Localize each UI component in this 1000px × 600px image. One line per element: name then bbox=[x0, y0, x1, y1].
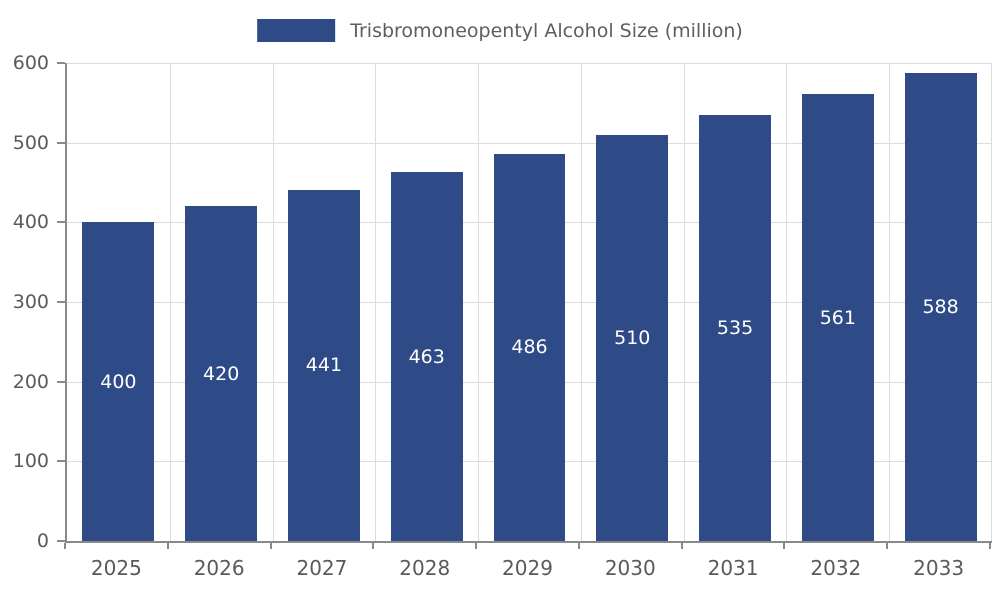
bar-value-label: 561 bbox=[819, 306, 856, 329]
y-tick-mark bbox=[57, 141, 65, 144]
gridline-vertical bbox=[786, 63, 788, 541]
bar-2026: 420 bbox=[185, 206, 258, 541]
x-tick-label-2033: 2033 bbox=[913, 556, 965, 580]
x-tick-mark bbox=[475, 543, 478, 549]
y-tick-label: 500 bbox=[12, 131, 49, 154]
y-tick-mark bbox=[57, 301, 65, 303]
bar-2025: 400 bbox=[82, 222, 155, 541]
plot-area: 400 420 441 463 486 510 535 561 588 bbox=[65, 63, 992, 543]
x-tick-mark bbox=[783, 543, 786, 549]
bar-value-label: 441 bbox=[305, 354, 343, 377]
y-tick-mark bbox=[57, 380, 65, 383]
x-tick-label-2027: 2027 bbox=[296, 556, 348, 580]
bar-2028: 463 bbox=[390, 172, 463, 541]
y-tick-label: 400 bbox=[12, 211, 49, 234]
bar-2032: 561 bbox=[801, 94, 874, 541]
x-axis: 2025 2026 2027 2028 2029 2030 2031 2032 2033 bbox=[64, 541, 991, 600]
x-tick-label-2031: 2031 bbox=[707, 556, 759, 580]
x-tick-mark bbox=[680, 543, 683, 549]
legend-item[interactable]: Trisbromoneopentyl Alcohol Size (million… bbox=[257, 19, 743, 42]
x-tick-label-2032: 2032 bbox=[810, 556, 862, 580]
y-tick-label: 600 bbox=[12, 52, 49, 74]
bar-2030: 510 bbox=[596, 134, 669, 541]
gridline-vertical bbox=[889, 63, 891, 541]
gridline-vertical bbox=[272, 63, 274, 541]
gridline-horizontal bbox=[67, 142, 992, 144]
y-tick-label: 0 bbox=[36, 530, 49, 552]
y-tick-label: 300 bbox=[12, 291, 49, 313]
bar-value-label: 535 bbox=[716, 316, 754, 339]
gridline-vertical bbox=[683, 63, 685, 541]
bar-2029: 486 bbox=[493, 153, 566, 541]
bar-value-label: 510 bbox=[614, 326, 651, 349]
x-tick-mark bbox=[577, 543, 580, 549]
gridline-horizontal bbox=[67, 63, 992, 64]
legend-swatch bbox=[257, 19, 336, 42]
bar-value-label: 588 bbox=[922, 295, 959, 318]
x-tick-label-2026: 2026 bbox=[193, 556, 245, 580]
y-tick-mark bbox=[57, 221, 65, 224]
x-tick-mark bbox=[64, 543, 66, 549]
gridline-vertical bbox=[478, 63, 480, 541]
y-tick-mark bbox=[57, 62, 65, 64]
bar-value-label: 420 bbox=[203, 362, 240, 385]
gridline-vertical bbox=[580, 63, 582, 541]
x-tick-mark bbox=[269, 543, 272, 549]
x-tick-mark bbox=[886, 543, 889, 549]
gridline-vertical bbox=[169, 63, 171, 541]
x-tick-label-2030: 2030 bbox=[604, 556, 656, 580]
y-tick-mark bbox=[57, 460, 65, 463]
bar-value-label: 486 bbox=[511, 336, 548, 359]
bar-2033: 588 bbox=[904, 72, 977, 541]
bar-2031: 535 bbox=[699, 114, 772, 541]
x-tick-mark bbox=[989, 543, 991, 549]
legend-label: Trisbromoneopentyl Alcohol Size (million… bbox=[350, 19, 743, 42]
y-tick-label: 200 bbox=[12, 370, 49, 393]
bar-2027: 441 bbox=[287, 189, 360, 541]
bar-value-label: 463 bbox=[408, 345, 445, 368]
x-tick-mark bbox=[372, 543, 375, 549]
x-tick-mark bbox=[166, 543, 169, 549]
gridline-vertical bbox=[991, 63, 992, 541]
x-tick-label-2029: 2029 bbox=[502, 556, 553, 580]
x-tick-label-2028: 2028 bbox=[399, 556, 451, 580]
bar-value-label: 400 bbox=[100, 370, 137, 393]
y-tick-label: 100 bbox=[12, 450, 49, 473]
y-tick-mark bbox=[57, 540, 65, 542]
x-tick-label-2025: 2025 bbox=[90, 556, 142, 580]
gridline-vertical bbox=[375, 63, 377, 541]
y-axis: 0 100 200 300 400 500 600 bbox=[0, 52, 65, 552]
